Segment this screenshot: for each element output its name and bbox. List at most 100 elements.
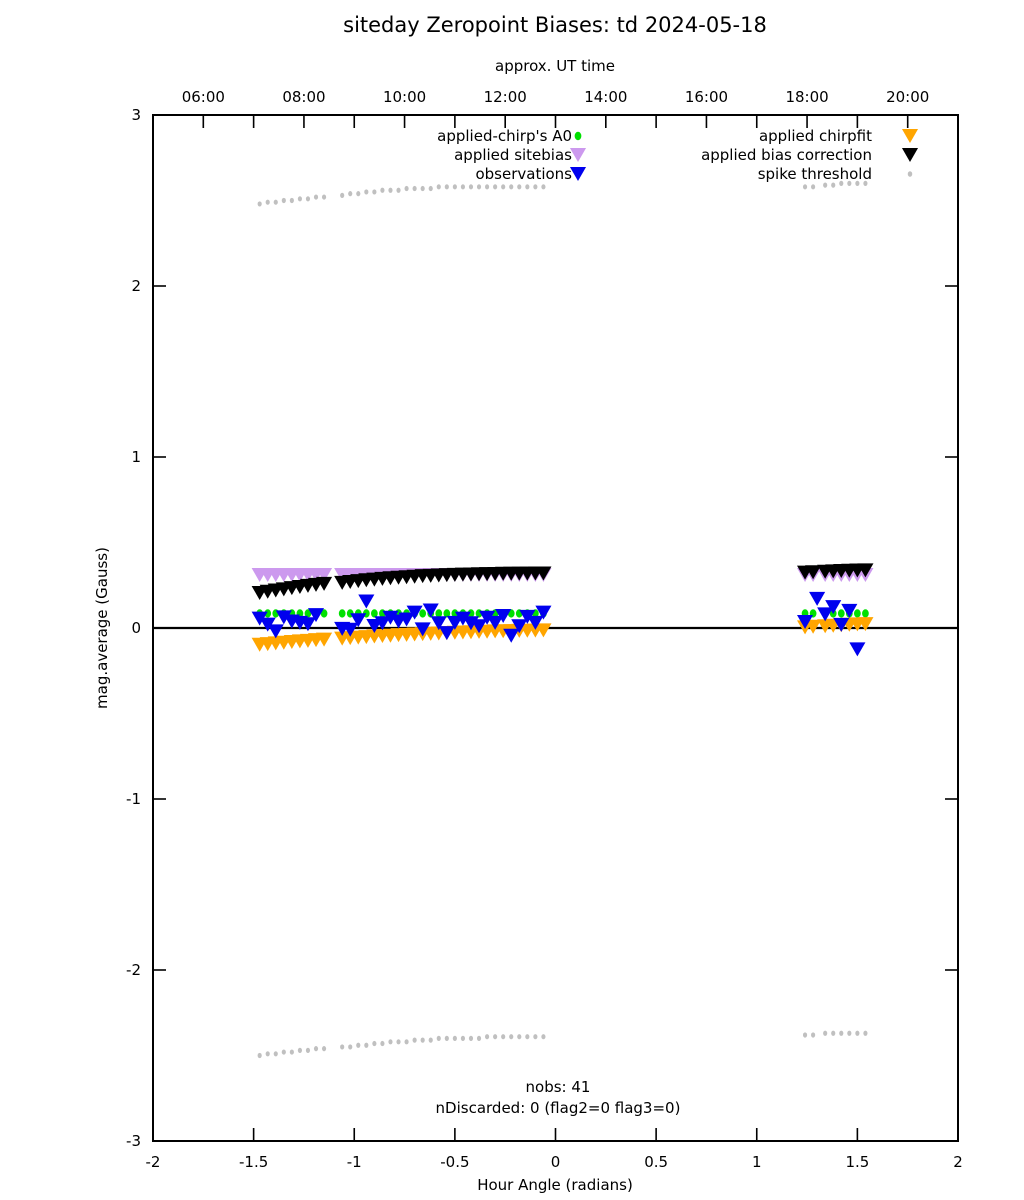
- data-point: [420, 1037, 425, 1043]
- data-point: [356, 1042, 361, 1048]
- data-point: [527, 615, 544, 630]
- data-point: [535, 623, 552, 638]
- data-point: [316, 632, 333, 647]
- bottom-axis-title: Hour Angle (radians): [477, 1176, 633, 1194]
- data-point: [811, 1032, 816, 1038]
- bottom-axis-tick-labels: -2 -1.5 -1 -0.5 0 0.5 1 1.5 2: [146, 1153, 963, 1171]
- data-point: [495, 609, 512, 624]
- legend-entry-observations[interactable]: observations: [475, 165, 587, 183]
- data-point: [406, 605, 423, 620]
- legend-entry-applied-bias-correction[interactable]: applied bias correction: [701, 146, 919, 164]
- data-point: [525, 184, 530, 190]
- data-point: [358, 594, 375, 609]
- data-point: [257, 1052, 262, 1059]
- left-tick-label: -1: [126, 790, 141, 808]
- legend-marker-triangle-down: [901, 129, 919, 143]
- ndiscarded-annotation: nDiscarded: 0 (flag2=0 flag3=0): [436, 1099, 681, 1117]
- top-axis-tick-labels: 06:00 08:00 10:00 12:00 14:00 16:00 18:00 20:00: [182, 88, 930, 106]
- data-point: [857, 563, 874, 578]
- data-point: [509, 184, 514, 190]
- data-point: [833, 617, 850, 632]
- left-tick-label: 1: [131, 448, 141, 466]
- data-point: [316, 567, 333, 582]
- data-point: [519, 609, 536, 624]
- data-point: [541, 184, 546, 190]
- data-point: [446, 615, 463, 630]
- data-point: [802, 1032, 808, 1038]
- data-point: [372, 189, 377, 195]
- bottom-tick-label: 0: [551, 1153, 561, 1171]
- data-point: [509, 1034, 514, 1040]
- top-tick-label: 08:00: [282, 88, 325, 106]
- data-point: [517, 1034, 522, 1040]
- legend-marker-triangle-down: [569, 148, 587, 162]
- legend-label: applied bias correction: [701, 146, 872, 164]
- left-tick-label: -3: [126, 1132, 141, 1150]
- data-point: [452, 1035, 457, 1041]
- data-point: [371, 609, 378, 618]
- data-point: [501, 1034, 506, 1040]
- data-point: [313, 194, 319, 200]
- data-point: [267, 624, 284, 639]
- data-point: [805, 565, 822, 580]
- data-point: [525, 1034, 530, 1040]
- data-point: [503, 628, 520, 643]
- data-point: [350, 613, 367, 628]
- data-point: [809, 591, 826, 606]
- data-point: [533, 184, 538, 190]
- data-point: [414, 622, 431, 637]
- left-tick-label: 2: [131, 277, 141, 295]
- left-tick-label: 3: [131, 106, 141, 124]
- data-point: [436, 1035, 441, 1041]
- data-point: [460, 1035, 466, 1041]
- data-point: [342, 622, 359, 637]
- data-point: [372, 1040, 377, 1047]
- data-point: [259, 617, 276, 632]
- data-point: [863, 1030, 868, 1036]
- bottom-tick-label: 1.5: [845, 1153, 869, 1171]
- data-point: [419, 609, 427, 618]
- legend-label: observations: [475, 165, 572, 183]
- data-point: [487, 615, 504, 630]
- data-point: [428, 1037, 433, 1043]
- data-point: [541, 1034, 546, 1040]
- data-point: [281, 197, 286, 204]
- page-title: siteday Zeropoint Biases: td 2024-05-18: [343, 13, 767, 37]
- legend-entry-spike-threshold[interactable]: spike threshold: [758, 165, 913, 183]
- data-point: [476, 184, 482, 190]
- data-point: [839, 180, 844, 186]
- data-series-layer: [251, 180, 874, 1059]
- data-point: [863, 180, 868, 186]
- legend-entry-applied-chirp-s-a0[interactable]: applied-chirp's A0: [437, 127, 582, 145]
- data-point: [364, 189, 369, 195]
- left-axis-title: mag.average (Gauss): [93, 547, 111, 709]
- data-point: [364, 1042, 369, 1048]
- legend-marker-triangle-down: [569, 167, 587, 181]
- data-point: [535, 566, 552, 581]
- data-point: [817, 607, 834, 622]
- data-point: [321, 1046, 327, 1052]
- data-point: [340, 192, 345, 198]
- data-point: [823, 1030, 828, 1036]
- legend-label: applied chirpfit: [759, 127, 872, 145]
- data-point: [511, 619, 528, 634]
- top-tick-label: 16:00: [685, 88, 728, 106]
- data-point: [470, 619, 488, 634]
- data-point: [802, 184, 808, 190]
- data-point: [275, 610, 292, 625]
- data-point: [837, 609, 845, 618]
- top-tick-label: 18:00: [785, 88, 828, 106]
- legend-entry-applied-chirpfit[interactable]: applied chirpfit: [759, 127, 919, 145]
- data-point: [444, 184, 449, 190]
- bottom-tick-label: 1: [752, 1153, 762, 1171]
- data-point: [289, 1049, 294, 1055]
- data-point: [443, 609, 451, 618]
- legend-entry-applied-sitebias[interactable]: applied sitebias: [454, 146, 587, 164]
- data-point: [533, 1034, 538, 1040]
- data-point: [451, 609, 459, 618]
- top-tick-label: 10:00: [383, 88, 426, 106]
- data-point: [265, 199, 270, 205]
- left-axis-tick-labels: -3 -2 -1 0 1 2 3: [126, 106, 141, 1150]
- data-point: [273, 199, 278, 205]
